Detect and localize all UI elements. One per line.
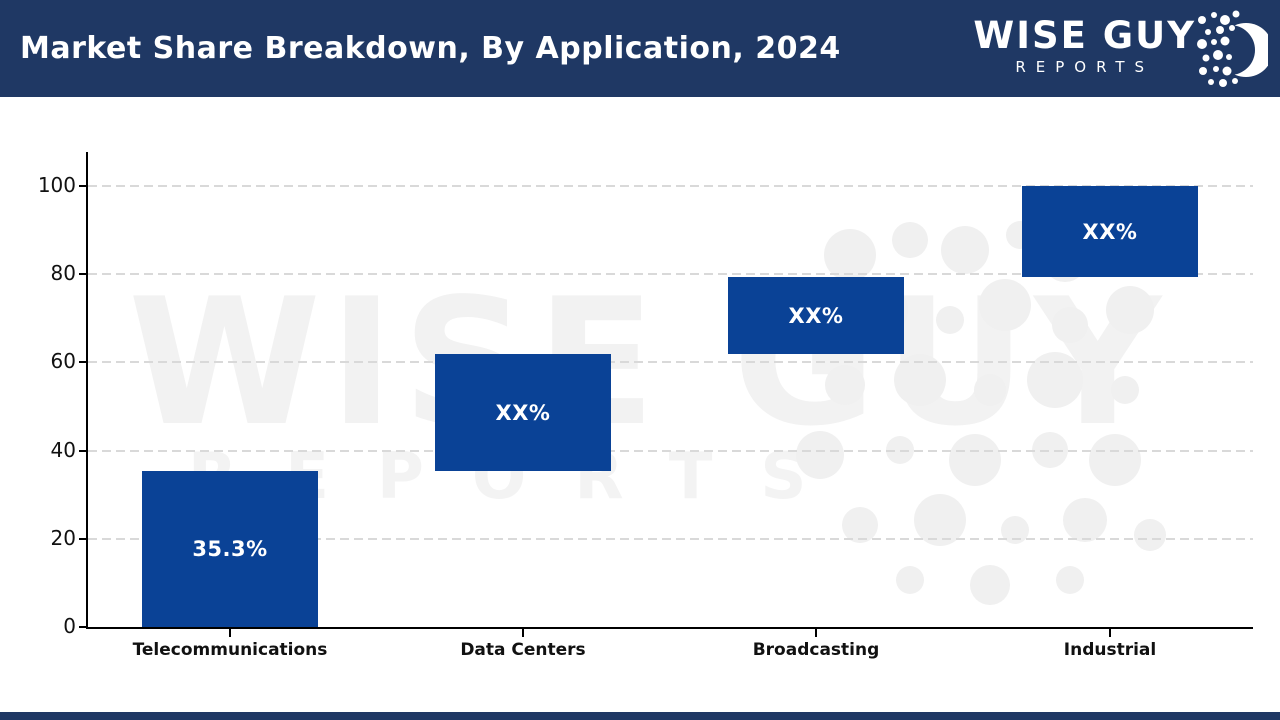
bar-data-centers: XX% [435, 354, 611, 472]
gridline-60 [88, 361, 1253, 364]
gridline-40 [88, 449, 1253, 452]
xtick-broadcasting [815, 629, 817, 637]
gridline-20 [88, 537, 1253, 540]
xtick-data-centers [522, 629, 524, 637]
ytick-80 [79, 273, 88, 276]
bar-label-telecommunications: 35.3% [192, 537, 268, 562]
bar-label-industrial: XX% [1082, 219, 1138, 244]
header-bar: Market Share Breakdown, By Application, … [0, 0, 1280, 97]
gridline-80 [88, 273, 1253, 276]
bar-industrial: XX% [1022, 186, 1198, 278]
page-title: Market Share Breakdown, By Application, … [20, 31, 841, 66]
ytick-20 [79, 537, 88, 540]
bar-label-data-centers: XX% [495, 400, 551, 425]
footer-bar [0, 712, 1280, 720]
ytick-label-40: 40 [50, 437, 76, 462]
ytick-label-80: 80 [50, 261, 76, 286]
y-axis [86, 152, 88, 629]
brand-logo-text: WISE GUY REPORTS [973, 14, 1196, 77]
ytick-60 [79, 361, 88, 364]
xtick-telecommunications [229, 629, 231, 637]
xtick-label-broadcasting: Broadcasting [752, 640, 880, 660]
ytick-label-100: 100 [37, 173, 76, 197]
xtick-label-data-centers: Data Centers [460, 640, 586, 660]
logo-face-icon [1197, 10, 1268, 87]
brand-subtitle: REPORTS [1015, 58, 1155, 76]
xtick-label-industrial: Industrial [1063, 640, 1157, 660]
ytick-0 [79, 626, 88, 628]
ytick-label-20: 20 [50, 525, 76, 550]
x-axis [86, 627, 1253, 629]
bar-broadcasting: XX% [728, 277, 904, 355]
bar-telecommunications: 35.3% [142, 471, 318, 627]
bar-label-broadcasting: XX% [788, 303, 844, 328]
ytick-100 [79, 185, 88, 187]
ytick-label-60: 60 [50, 349, 76, 374]
brand-name: WISE GUY [973, 14, 1196, 57]
xtick-industrial [1109, 629, 1111, 637]
ytick-40 [79, 449, 88, 452]
brand-logo: WISE GUY REPORTS [973, 6, 1268, 92]
ytick-label-0: 0 [63, 614, 76, 638]
xtick-label-telecommunications: Telecommunications [132, 640, 328, 660]
gridline-100 [88, 185, 1253, 187]
